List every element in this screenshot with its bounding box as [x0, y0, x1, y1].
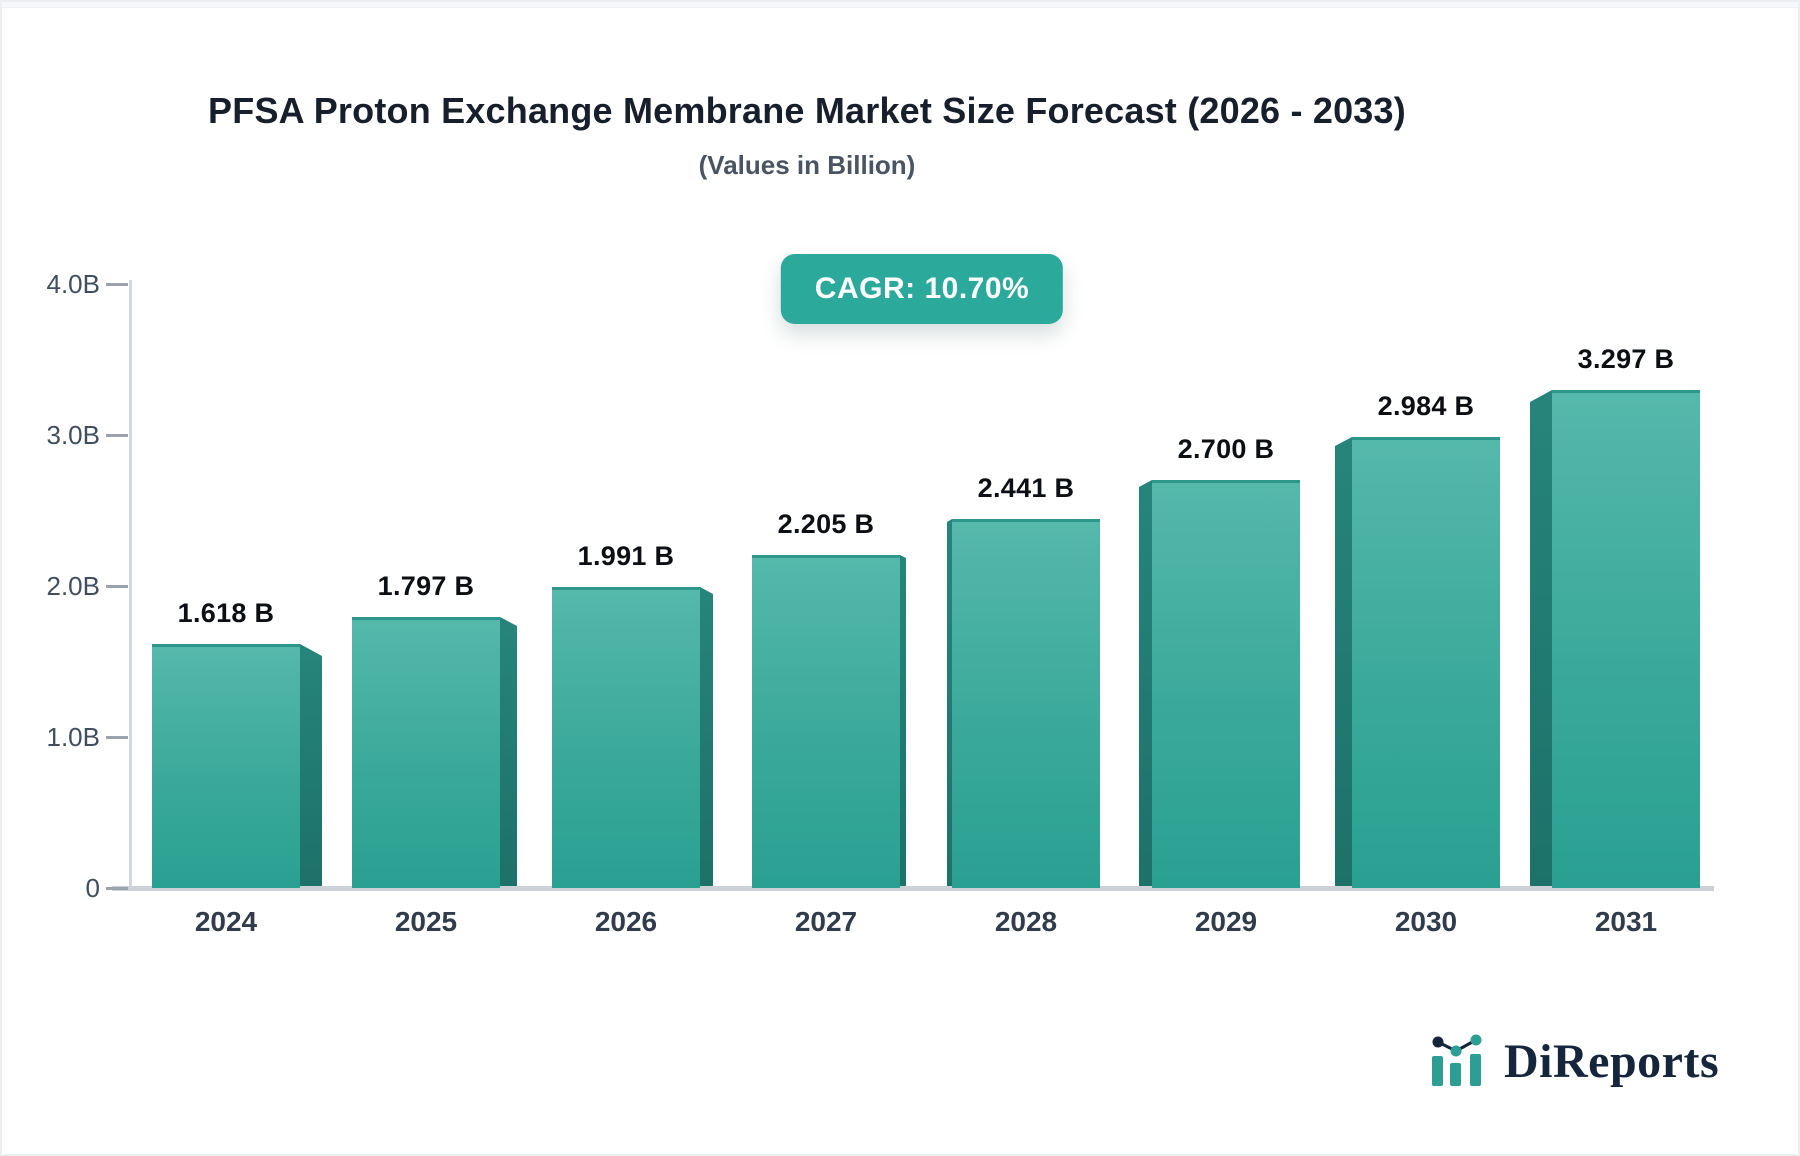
logo-text: DiReports — [1504, 1034, 1720, 1088]
x-axis-label: 2024 — [194, 906, 258, 937]
bar-side-2027 — [900, 555, 906, 886]
x-axis-label: 2030 — [1394, 906, 1458, 937]
bar-value-label: 1.618 B — [177, 598, 275, 628]
y-tick-label: 1.0B — [46, 722, 101, 752]
bar-value-label: 2.441 B — [977, 473, 1075, 503]
y-tick-label: 4.0B — [46, 269, 101, 299]
bar-side-2028 — [947, 519, 952, 886]
x-axis-baseline — [112, 886, 1714, 891]
y-tick-dash — [106, 585, 128, 588]
direports-logo: DiReports — [1430, 1032, 1719, 1090]
bar-value-label: 3.297 B — [1577, 344, 1675, 374]
page-top-strip — [2, 2, 1798, 8]
bar-side-2024 — [300, 644, 322, 886]
bar-value-label: 2.700 B — [1177, 434, 1275, 464]
bar-side-2031 — [1530, 390, 1552, 886]
x-axis-label: 2028 — [994, 906, 1058, 937]
y-axis-line — [129, 280, 132, 888]
y-tick-dash — [106, 887, 128, 890]
bar-value-label: 2.205 B — [777, 509, 875, 539]
bar-side-2029 — [1139, 480, 1152, 886]
bar-2029[interactable] — [1152, 480, 1300, 888]
y-tick-label: 2.0B — [46, 571, 101, 601]
bar-2031[interactable] — [1552, 390, 1700, 888]
bar-2030[interactable] — [1352, 437, 1500, 888]
y-tick-dash — [106, 736, 128, 739]
chart-header: PFSA Proton Exchange Membrane Market Siz… — [2, 90, 1612, 181]
bar-2028[interactable] — [952, 519, 1100, 888]
y-tick-label: 0 — [85, 873, 100, 903]
cagr-badge: CAGR: 10.70% — [780, 254, 1064, 324]
bar-2027[interactable] — [752, 555, 900, 888]
bar-value-label: 1.797 B — [377, 571, 475, 601]
x-axis-label: 2025 — [394, 906, 458, 937]
x-axis-label: 2031 — [1594, 906, 1658, 937]
bar-side-2030 — [1335, 437, 1352, 886]
bar-value-label: 2.984 B — [1377, 391, 1475, 421]
x-axis-label: 2026 — [594, 906, 658, 937]
x-axis-label: 2029 — [1194, 906, 1258, 937]
bar-value-label: 1.991 B — [577, 541, 675, 571]
x-axis-label: 2027 — [794, 906, 858, 937]
chart-subtitle: (Values in Billion) — [698, 150, 916, 180]
y-tick-dash — [106, 283, 128, 286]
bar-2024[interactable] — [152, 644, 300, 888]
bar-side-2025 — [500, 617, 517, 886]
bar-side-2026 — [700, 587, 713, 886]
y-tick-label: 3.0B — [46, 420, 101, 450]
logo-bar-chart-icon — [1432, 1034, 1482, 1086]
bar-2025[interactable] — [352, 617, 500, 888]
chart-title: PFSA Proton Exchange Membrane Market Siz… — [208, 90, 1406, 131]
y-tick-dash — [106, 434, 128, 437]
bar-2026[interactable] — [552, 587, 700, 888]
